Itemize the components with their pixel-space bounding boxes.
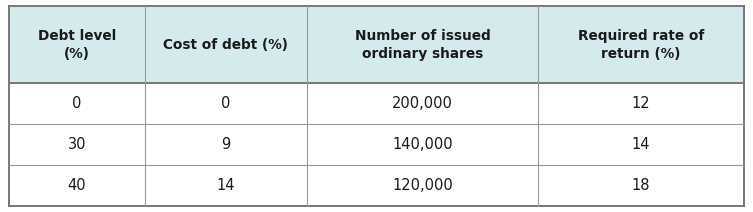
Bar bbox=[9, 165, 145, 206]
Text: Number of issued
ordinary shares: Number of issued ordinary shares bbox=[355, 29, 490, 61]
Text: 40: 40 bbox=[68, 178, 87, 193]
Bar bbox=[306, 165, 538, 206]
Text: 12: 12 bbox=[632, 96, 651, 111]
Bar bbox=[9, 6, 145, 83]
Text: 200,000: 200,000 bbox=[392, 96, 453, 111]
Bar bbox=[538, 124, 744, 165]
Text: 30: 30 bbox=[68, 137, 87, 152]
Bar bbox=[306, 124, 538, 165]
Text: 0: 0 bbox=[221, 96, 230, 111]
Bar bbox=[538, 6, 744, 83]
Text: 120,000: 120,000 bbox=[392, 178, 453, 193]
Text: 9: 9 bbox=[221, 137, 230, 152]
Text: 14: 14 bbox=[632, 137, 651, 152]
Bar bbox=[145, 124, 306, 165]
Bar bbox=[145, 165, 306, 206]
Text: 0: 0 bbox=[72, 96, 82, 111]
Bar bbox=[145, 6, 306, 83]
Bar bbox=[9, 83, 145, 124]
Text: 140,000: 140,000 bbox=[392, 137, 453, 152]
Text: Cost of debt (%): Cost of debt (%) bbox=[163, 38, 288, 52]
Bar bbox=[306, 83, 538, 124]
Bar bbox=[9, 124, 145, 165]
Bar bbox=[306, 6, 538, 83]
Text: Required rate of
return (%): Required rate of return (%) bbox=[578, 29, 704, 61]
Bar bbox=[145, 83, 306, 124]
Text: 18: 18 bbox=[632, 178, 651, 193]
Bar bbox=[538, 165, 744, 206]
Text: 14: 14 bbox=[217, 178, 235, 193]
Text: Debt level
(%): Debt level (%) bbox=[38, 29, 116, 61]
Bar bbox=[538, 83, 744, 124]
